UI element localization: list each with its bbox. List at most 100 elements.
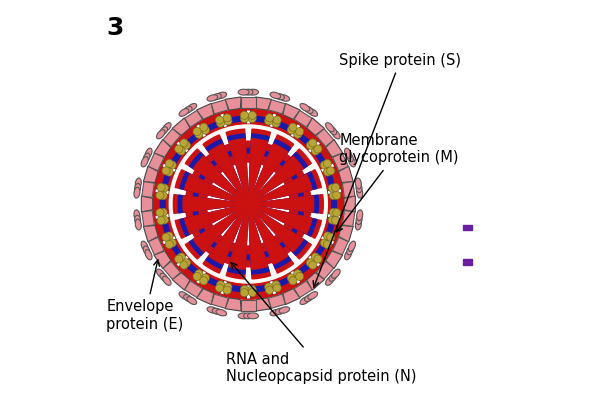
Circle shape — [306, 259, 314, 267]
Wedge shape — [209, 204, 248, 264]
Wedge shape — [248, 153, 307, 204]
Ellipse shape — [145, 148, 152, 158]
Polygon shape — [343, 182, 355, 197]
Ellipse shape — [326, 276, 334, 285]
Ellipse shape — [135, 215, 141, 224]
Circle shape — [240, 115, 249, 123]
Ellipse shape — [355, 178, 361, 189]
Ellipse shape — [347, 153, 353, 162]
Circle shape — [201, 126, 209, 134]
Polygon shape — [241, 300, 256, 310]
Wedge shape — [193, 156, 248, 204]
Polygon shape — [283, 288, 300, 305]
Polygon shape — [316, 129, 334, 146]
Polygon shape — [326, 140, 343, 157]
Circle shape — [201, 274, 209, 282]
Polygon shape — [294, 281, 312, 297]
Circle shape — [152, 108, 344, 300]
Wedge shape — [248, 172, 317, 204]
Circle shape — [216, 284, 223, 292]
Polygon shape — [196, 288, 214, 305]
Circle shape — [216, 116, 223, 124]
Ellipse shape — [356, 184, 362, 193]
Polygon shape — [268, 294, 285, 308]
Polygon shape — [255, 298, 272, 311]
Circle shape — [177, 147, 185, 155]
Ellipse shape — [279, 95, 290, 101]
Circle shape — [223, 114, 231, 122]
Wedge shape — [248, 204, 311, 259]
Circle shape — [223, 286, 231, 294]
Circle shape — [309, 261, 317, 269]
Ellipse shape — [216, 309, 226, 316]
Circle shape — [314, 255, 322, 263]
Ellipse shape — [187, 297, 197, 304]
Circle shape — [193, 149, 304, 259]
Wedge shape — [248, 139, 268, 204]
Circle shape — [287, 274, 296, 282]
Wedge shape — [248, 144, 288, 204]
Ellipse shape — [270, 309, 281, 316]
Ellipse shape — [207, 307, 218, 313]
Ellipse shape — [326, 123, 334, 132]
Circle shape — [156, 191, 164, 200]
Wedge shape — [248, 135, 294, 204]
Ellipse shape — [275, 93, 284, 100]
Circle shape — [157, 183, 165, 191]
Text: Envelope
protein (E): Envelope protein (E) — [107, 260, 184, 332]
Polygon shape — [142, 182, 154, 197]
Polygon shape — [343, 211, 355, 226]
Wedge shape — [206, 204, 248, 268]
Wedge shape — [185, 149, 248, 204]
Circle shape — [314, 145, 322, 153]
Circle shape — [180, 139, 188, 147]
Circle shape — [168, 161, 176, 169]
Polygon shape — [283, 103, 300, 120]
Circle shape — [182, 259, 190, 267]
Polygon shape — [268, 100, 285, 114]
Circle shape — [180, 261, 188, 269]
Polygon shape — [185, 111, 202, 127]
Circle shape — [217, 281, 225, 289]
Ellipse shape — [349, 241, 356, 251]
Circle shape — [332, 217, 340, 225]
Ellipse shape — [157, 130, 165, 139]
Ellipse shape — [356, 210, 363, 221]
Wedge shape — [185, 204, 248, 259]
Text: Spike protein (S): Spike protein (S) — [313, 53, 462, 287]
Wedge shape — [203, 204, 248, 273]
Ellipse shape — [308, 109, 318, 116]
Ellipse shape — [356, 215, 362, 224]
Polygon shape — [141, 196, 153, 212]
Circle shape — [265, 117, 273, 125]
Circle shape — [326, 233, 335, 241]
Wedge shape — [248, 204, 321, 238]
Ellipse shape — [179, 292, 189, 299]
Circle shape — [323, 168, 332, 176]
Circle shape — [177, 253, 185, 261]
Circle shape — [332, 208, 341, 217]
Circle shape — [157, 217, 165, 225]
Circle shape — [265, 286, 273, 294]
Polygon shape — [143, 166, 158, 182]
Circle shape — [169, 125, 327, 283]
Ellipse shape — [134, 210, 140, 221]
Circle shape — [195, 270, 203, 278]
Ellipse shape — [141, 157, 148, 167]
Circle shape — [195, 130, 203, 138]
Circle shape — [166, 160, 173, 168]
Text: Membrane
glycoprotein (M): Membrane glycoprotein (M) — [337, 133, 459, 232]
Circle shape — [193, 128, 201, 135]
Ellipse shape — [184, 295, 192, 302]
Polygon shape — [316, 262, 334, 279]
Polygon shape — [142, 211, 154, 226]
Circle shape — [240, 285, 249, 293]
Ellipse shape — [344, 148, 352, 158]
Ellipse shape — [329, 127, 337, 135]
Wedge shape — [209, 144, 248, 204]
Circle shape — [323, 160, 331, 168]
Polygon shape — [172, 118, 190, 135]
Circle shape — [311, 147, 320, 155]
Circle shape — [328, 216, 337, 224]
Wedge shape — [248, 196, 314, 212]
